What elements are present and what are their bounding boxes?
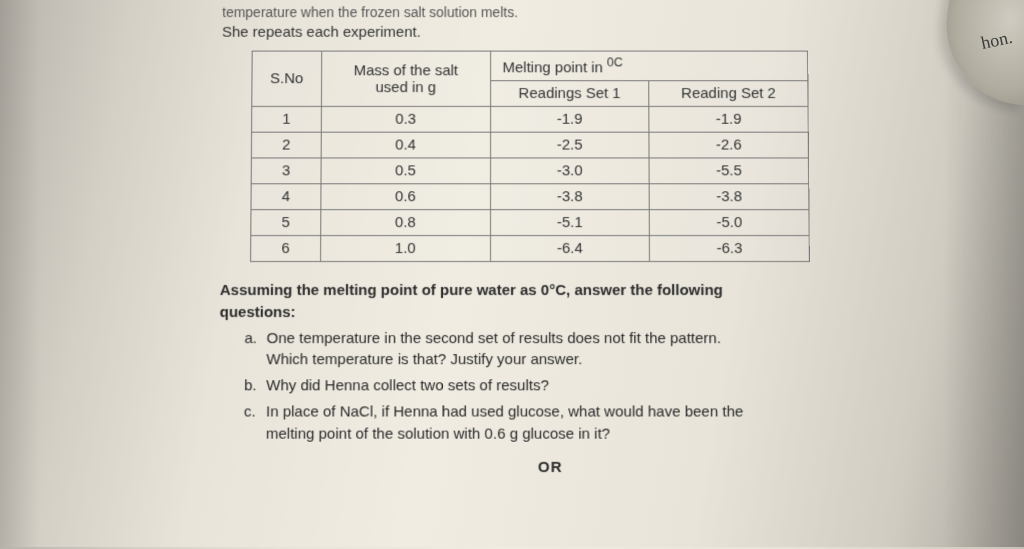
th-r2: Reading Set 2 [649,81,808,107]
cell-n: 1 [252,106,322,132]
or-divider: OR [218,459,882,476]
th-sno: S.No [252,51,322,106]
assumption-tail: questions: [220,304,296,321]
table-row: 3 0.5 -3.0 -5.5 [251,158,809,184]
cell-a: -3.8 [490,184,649,210]
q-text: In place of NaCl, if Henna had used gluc… [266,401,882,445]
assumption-lead: Assuming the melting point of pure water… [220,282,723,299]
cell-n: 4 [251,184,321,210]
intro-line: She repeats each experiment. [222,24,878,41]
q-text: Why did Henna collect two sets of result… [266,375,881,397]
pretext-fragment: temperature when the frozen salt solutio… [222,4,877,20]
cell-n: 5 [251,210,321,236]
q-text: One temperature in the second set of res… [266,328,881,372]
qa-line2: Which temperature is that? Justify your … [266,351,582,368]
th-melting-text: Melting point in [503,59,607,76]
cell-b: -2.6 [649,132,808,158]
cell-b: -5.0 [650,210,810,236]
cell-a: -2.5 [490,132,649,158]
page-shadow-left [0,0,40,547]
assumption-block: Assuming the melting point of pure water… [220,280,881,324]
qb-line1: Why did Henna collect two sets of result… [266,377,549,394]
question-b: b. Why did Henna collect two sets of res… [244,375,881,397]
th-melting: Melting point in 0C [490,51,808,81]
th-melting-unit: 0C [607,56,623,70]
cell-a: -5.1 [490,210,650,236]
q-letter: b. [244,375,266,397]
cell-m: 0.4 [321,132,490,158]
cell-b: -3.8 [649,184,809,210]
q-letter: a. [244,328,266,372]
cell-b: -1.9 [649,106,808,132]
cell-m: 0.8 [321,210,490,236]
cell-b: -5.5 [649,158,808,184]
question-c: c. In place of NaCl, if Henna had used g… [244,401,882,445]
cell-m: 0.6 [321,184,490,210]
cell-b: -6.3 [650,236,810,262]
cell-n: 2 [251,132,321,158]
table-row: 6 1.0 -6.4 -6.3 [251,236,810,262]
cell-a: -1.9 [490,106,649,132]
table-row: 5 0.8 -5.1 -5.0 [251,210,809,236]
question-a: a. One temperature in the second set of … [244,328,881,372]
table-row: 4 0.6 -3.8 -3.8 [251,184,809,210]
qa-line1: One temperature in the second set of res… [266,330,721,347]
qc-line2: melting point of the solution with 0.6 g… [266,425,610,442]
question-list: a. One temperature in the second set of … [244,328,882,445]
data-table: S.No Mass of the salt used in g Melting … [250,51,810,262]
cell-n: 6 [251,236,321,262]
table-row: 1 0.3 -1.9 -1.9 [252,106,809,132]
cell-m: 0.5 [321,158,490,184]
cell-n: 3 [251,158,321,184]
th-r1: Readings Set 1 [490,81,649,107]
qc-line1: In place of NaCl, if Henna had used gluc… [266,403,743,420]
q-letter: c. [244,401,266,445]
th-mass-line2: used in g [375,79,436,96]
cell-a: -6.4 [490,236,650,262]
cell-a: -3.0 [490,158,649,184]
worksheet-page: temperature when the frozen salt solutio… [56,2,963,549]
th-mass: Mass of the salt used in g [321,51,490,106]
table-header-row-1: S.No Mass of the salt used in g Melting … [252,51,808,81]
table-row: 2 0.4 -2.5 -2.6 [251,132,808,158]
cell-m: 1.0 [320,236,490,262]
th-mass-line1: Mass of the salt [354,62,458,79]
cell-m: 0.3 [321,106,490,132]
